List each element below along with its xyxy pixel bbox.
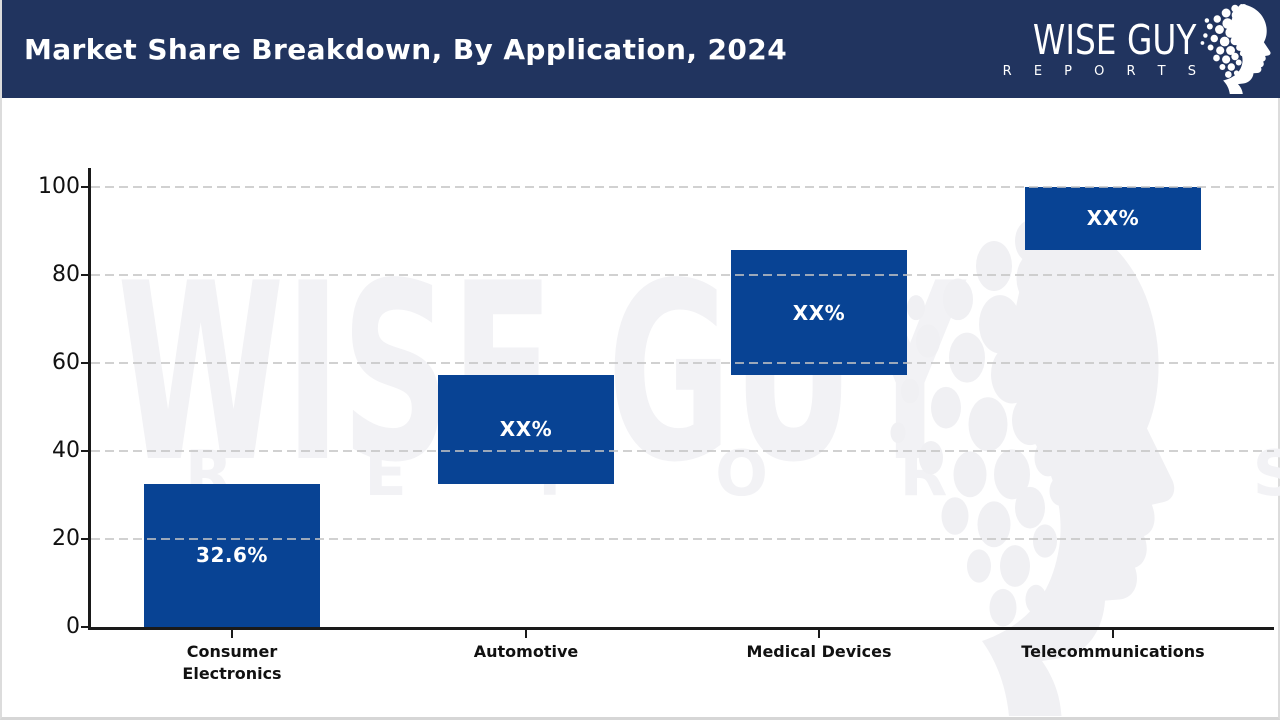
x-tick-mark-medical-devices [818,630,820,638]
y-tick-label-0: 0 [66,614,80,639]
bar-telecommunications: XX% [1025,187,1201,250]
wiseguy-logo-name: WISE GUY [1032,15,1196,64]
head-profile-icon [1198,4,1272,94]
y-tick-label-20: 20 [52,526,80,551]
page-title: Market Share Breakdown, By Application, … [24,32,788,66]
gridline-60 [91,362,1274,364]
category-label-automotive: Automotive [473,642,579,661]
y-tick-mark-60 [81,362,89,364]
bar-automotive: XX% [438,375,614,484]
wiseguy-logo: WISE GUY R E P O R T S [1003,0,1280,98]
gridline-20 [91,538,1274,540]
x-tick-mark-automotive [525,630,527,638]
gridline-40 [91,450,1274,452]
y-tick-mark-80 [81,274,89,276]
x-tick-mark-telecommunications [1112,630,1114,638]
bar-value-label: XX% [499,417,553,442]
header-bar: Market Share Breakdown, By Application, … [2,0,1280,98]
y-tick-label-100: 100 [38,174,80,199]
gridline-100 [91,186,1274,188]
x-tick-mark-consumer-electronics [231,630,233,638]
gridline-80 [91,274,1274,276]
chart-plot-area: WISE GUY R E P O R T S 32.6% XX% XX% XX% 0 20… [2,98,1280,720]
category-label-medical-devices: Medical Devices [746,642,892,661]
y-tick-mark-100 [81,186,89,188]
x-axis-line [88,627,1274,630]
y-tick-mark-0 [81,626,89,628]
bar-value-label: 32.6% [196,543,268,568]
y-tick-mark-40 [81,450,89,452]
y-tick-label-40: 40 [52,438,80,463]
category-label-telecommunications: Telecommunications [1021,642,1205,661]
wiseguy-logo-subtitle: R E P O R T S [1002,63,1205,79]
bar-value-label: XX% [1086,206,1140,231]
y-axis-line [88,168,91,630]
y-tick-label-60: 60 [52,350,80,375]
bar-value-label: XX% [792,300,846,325]
bar-medical-devices: XX% [731,249,907,376]
category-label-consumer-electronics: Consumer Electronics [182,642,282,683]
y-tick-label-80: 80 [52,262,80,287]
wiseguy-logo-text: WISE GUY R E P O R T S [1003,15,1196,79]
bar-consumer-electronics: 32.6% [144,483,320,627]
y-tick-mark-20 [81,538,89,540]
